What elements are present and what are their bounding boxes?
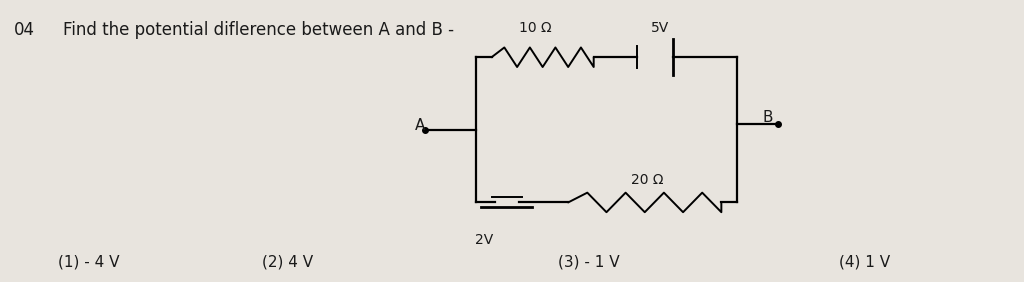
Text: B: B <box>762 110 773 125</box>
Text: 04: 04 <box>13 21 35 39</box>
Text: 5V: 5V <box>651 21 670 35</box>
Text: Find the potential diflerence between A and B -: Find the potential diflerence between A … <box>62 21 454 39</box>
Text: 2V: 2V <box>475 233 494 247</box>
Text: A: A <box>415 118 425 133</box>
Text: (3) - 1 V: (3) - 1 V <box>558 254 620 269</box>
Text: 10 Ω: 10 Ω <box>519 21 552 35</box>
Text: 20 Ω: 20 Ω <box>631 173 664 187</box>
Text: (4) 1 V: (4) 1 V <box>839 254 890 269</box>
Text: (1) - 4 V: (1) - 4 V <box>57 254 119 269</box>
Text: (2) 4 V: (2) 4 V <box>262 254 313 269</box>
